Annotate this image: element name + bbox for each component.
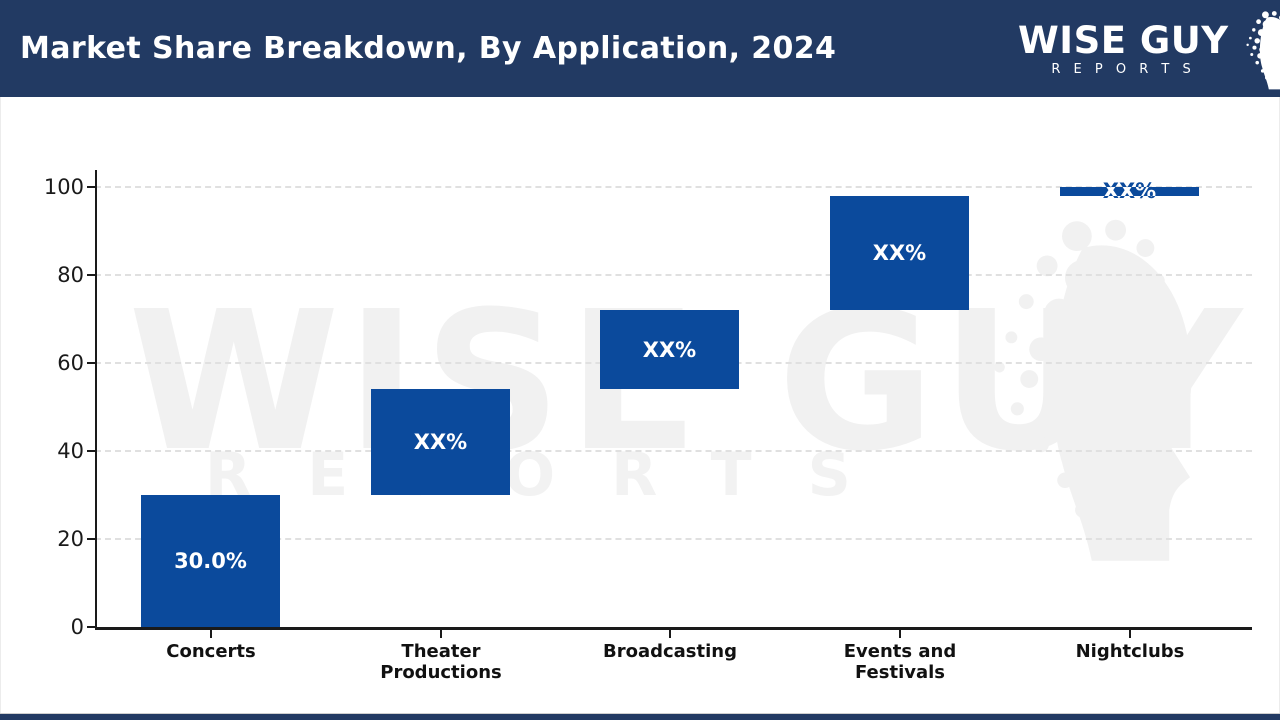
bottom-bar [0, 714, 1280, 720]
y-tick-label: 80 [57, 263, 84, 287]
chart-title: Market Share Breakdown, By Application, … [20, 31, 837, 66]
bar: XX% [1060, 187, 1199, 196]
bar-value-label: 30.0% [174, 549, 247, 573]
y-tick-mark [87, 538, 95, 540]
y-tick-label: 40 [57, 439, 84, 463]
bar: XX% [830, 195, 969, 311]
gridline [95, 538, 1252, 540]
x-tick-mark [899, 630, 901, 638]
y-tick-mark [87, 626, 95, 628]
x-category-label: Events and Festivals [843, 641, 957, 683]
x-category-label: Concerts [166, 641, 256, 662]
x-axis-line [95, 627, 1252, 630]
bar: 30.0% [141, 495, 280, 627]
x-tick-mark [1129, 630, 1131, 638]
y-tick-label: 20 [57, 527, 84, 551]
y-axis-line [95, 170, 97, 630]
gridline [95, 186, 1252, 188]
y-tick-label: 60 [57, 351, 84, 375]
logo-text: WISE GUY R E P O R T S [1018, 22, 1229, 76]
bar: XX% [600, 310, 739, 390]
logo-tagline: R E P O R T S [1051, 62, 1196, 77]
x-category-label: Broadcasting [603, 641, 737, 662]
wiseguy-head-icon [1246, 11, 1280, 90]
bar-value-label: XX% [413, 430, 468, 455]
y-tick-label: 0 [70, 615, 84, 639]
gridline [95, 450, 1252, 452]
bar-value-label: XX% [1060, 187, 1199, 196]
x-tick-mark [669, 630, 671, 638]
bottom-hairline [0, 713, 1280, 714]
bar: XX% [371, 389, 510, 495]
y-tick-label: 100 [43, 175, 84, 199]
y-tick-mark [87, 186, 95, 188]
gridline [95, 274, 1252, 276]
header-bar: Market Share Breakdown, By Application, … [0, 0, 1280, 97]
wiseguy-logo: WISE GUY R E P O R T S [1018, 7, 1280, 91]
bar-value-label: XX% [872, 240, 927, 265]
x-category-label: Nightclubs [1075, 641, 1185, 662]
x-tick-mark [210, 630, 212, 638]
y-tick-mark [87, 362, 95, 364]
bar-value-label: XX% [642, 338, 697, 363]
x-tick-mark [440, 630, 442, 638]
y-tick-mark [87, 274, 95, 276]
x-category-label: Theater Productions [380, 641, 502, 683]
logo-name: WISE GUY [1018, 19, 1229, 62]
y-tick-mark [87, 450, 95, 452]
